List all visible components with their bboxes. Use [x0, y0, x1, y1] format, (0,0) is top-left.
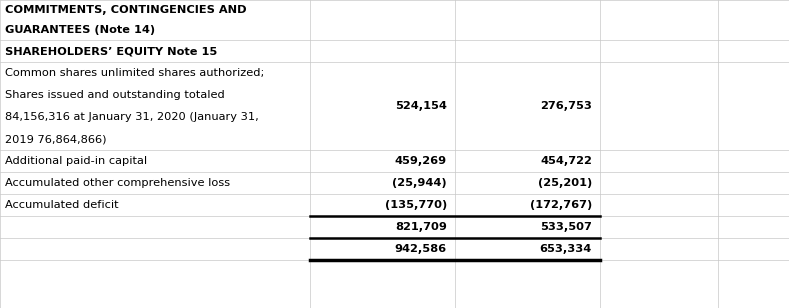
Text: (25,944): (25,944)	[392, 178, 447, 188]
Text: 524,154: 524,154	[395, 101, 447, 111]
Text: 454,722: 454,722	[540, 156, 592, 166]
Text: 276,753: 276,753	[540, 101, 592, 111]
Text: Common shares unlimited shares authorized;: Common shares unlimited shares authorize…	[5, 68, 264, 78]
Text: Accumulated other comprehensive loss: Accumulated other comprehensive loss	[5, 178, 230, 188]
Text: COMMITMENTS, CONTINGENCIES AND: COMMITMENTS, CONTINGENCIES AND	[5, 5, 247, 15]
Text: 84,156,316 at January 31, 2020 (January 31,: 84,156,316 at January 31, 2020 (January …	[5, 112, 259, 122]
Text: 533,507: 533,507	[540, 222, 592, 232]
Text: 459,269: 459,269	[394, 156, 447, 166]
Text: Shares issued and outstanding totaled: Shares issued and outstanding totaled	[5, 90, 225, 100]
Text: 821,709: 821,709	[395, 222, 447, 232]
Text: (135,770): (135,770)	[385, 200, 447, 210]
Text: (172,767): (172,767)	[529, 200, 592, 210]
Text: GUARANTEES (Note 14): GUARANTEES (Note 14)	[5, 25, 155, 35]
Text: Additional paid-in capital: Additional paid-in capital	[5, 156, 147, 166]
Text: 942,586: 942,586	[394, 244, 447, 254]
Text: 2019 76,864,866): 2019 76,864,866)	[5, 134, 107, 144]
Text: SHAREHOLDERS’ EQUITY Note 15: SHAREHOLDERS’ EQUITY Note 15	[5, 46, 217, 56]
Text: (25,201): (25,201)	[538, 178, 592, 188]
Text: 653,334: 653,334	[540, 244, 592, 254]
Text: Accumulated deficit: Accumulated deficit	[5, 200, 118, 210]
